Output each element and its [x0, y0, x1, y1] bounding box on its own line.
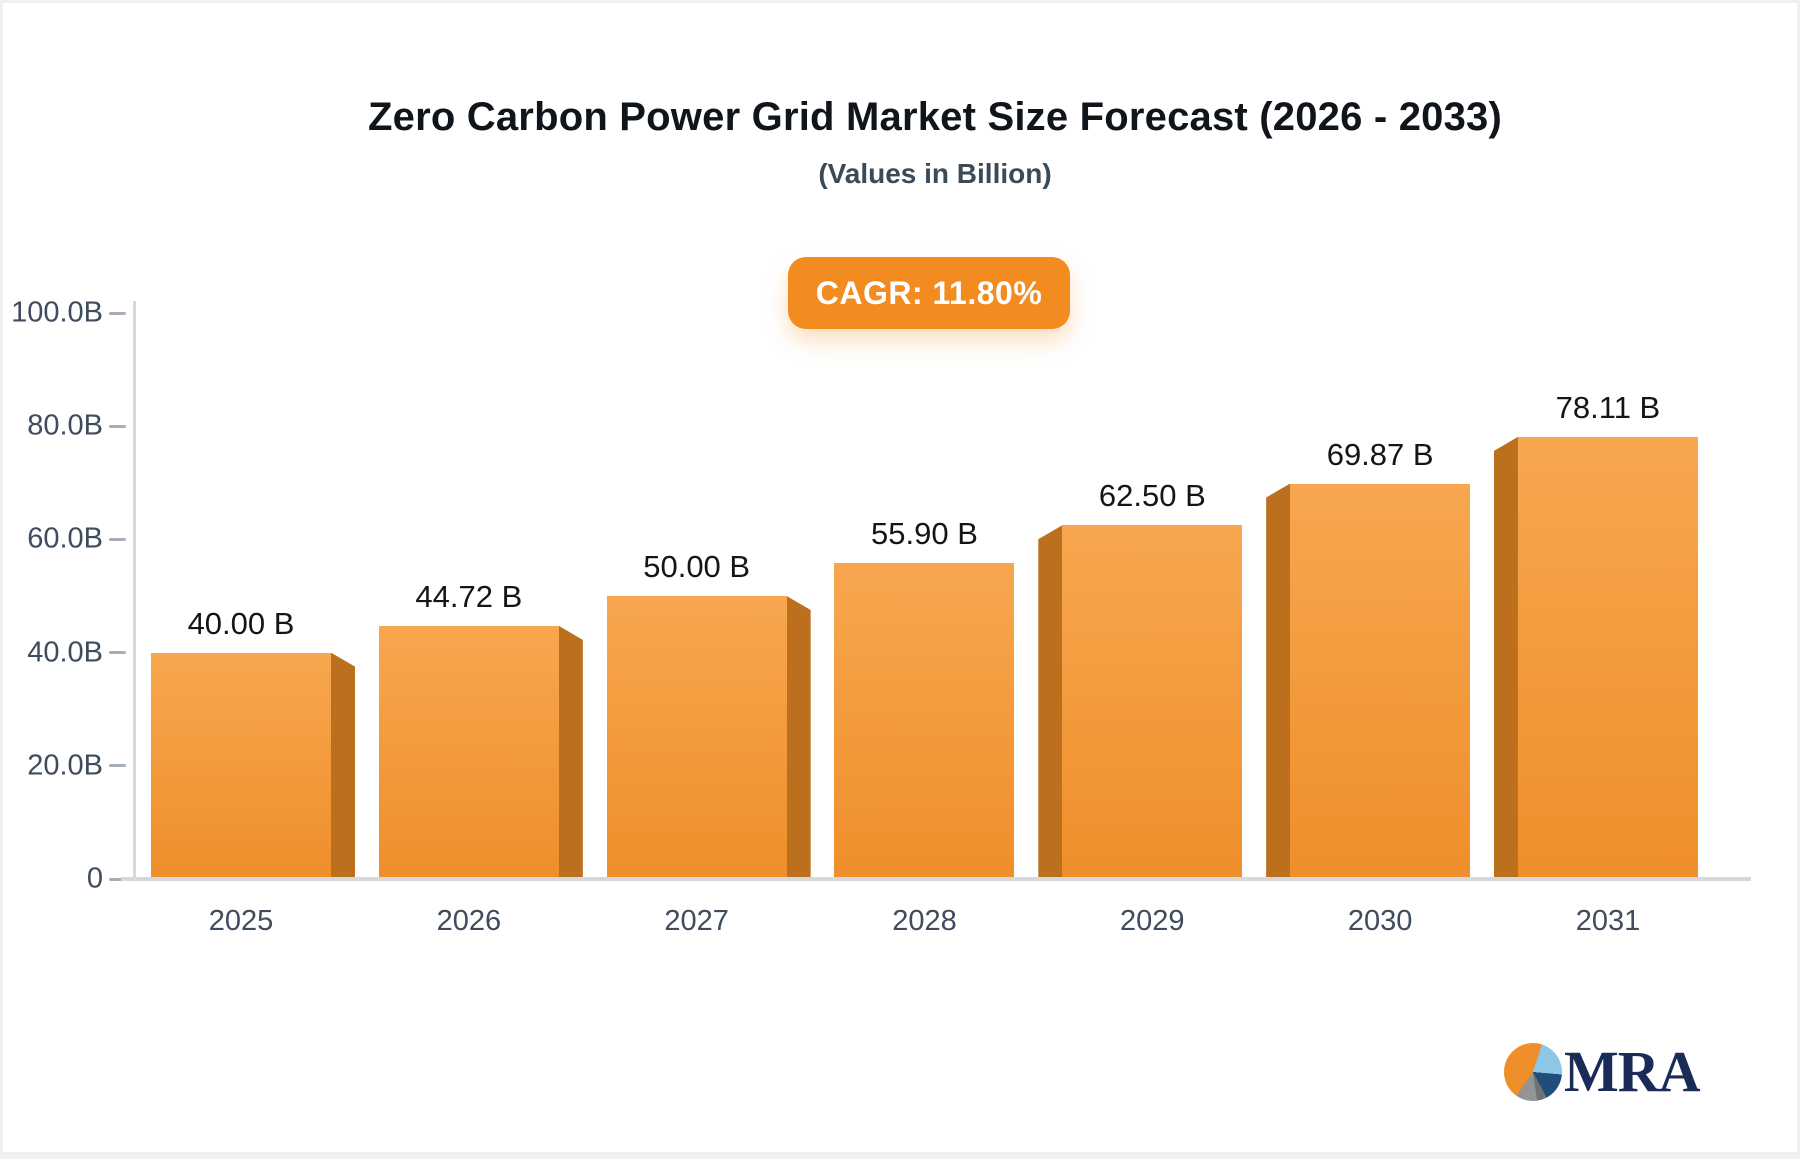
bar-side-face — [558, 625, 583, 877]
y-tick-mark — [109, 651, 126, 655]
bar-side-face — [786, 596, 811, 877]
logo-text: MRA — [1564, 1039, 1701, 1104]
bar-2030 — [1266, 483, 1471, 877]
y-axis-line — [133, 301, 136, 879]
x-tick-label-2026: 2026 — [436, 905, 502, 937]
pie-chart-icon — [1504, 1043, 1562, 1101]
bar-2025 — [151, 652, 355, 877]
bar-2026 — [378, 625, 583, 877]
y-tick-label-40.0B: 40.0B — [27, 636, 103, 669]
bar-value-label-2026: 44.72 B — [415, 578, 523, 614]
x-tick-label-2028: 2028 — [892, 905, 957, 937]
bar-value-label-2029: 62.50 B — [1098, 478, 1206, 514]
y-tick-label-20.0B: 20.0B — [27, 749, 103, 782]
y-tick-label-60.0B: 60.0B — [27, 522, 103, 555]
y-tick-mark — [109, 537, 126, 541]
bar-face — [1062, 525, 1243, 877]
chart-header: Zero Carbon Power Grid Market Size Forec… — [73, 95, 1797, 190]
bar-side-face — [1038, 525, 1063, 877]
bar-face — [834, 562, 1015, 877]
bar-chart: 0 20.0B 40.0B 60.0B 80.0B 100.0B 40.00 B 44.72… — [3, 3, 1800, 1159]
chart-title: Zero Carbon Power Grid Market Size Forec… — [367, 95, 1503, 139]
bar-face — [378, 625, 559, 877]
bar-side-face — [331, 652, 355, 877]
bar-face — [606, 596, 787, 877]
bar-value-label-2030: 69.87 B — [1326, 436, 1434, 472]
y-tick-label-0: 0 — [86, 862, 103, 895]
y-tick-mark — [109, 424, 126, 428]
x-tick-label-2025: 2025 — [208, 905, 274, 937]
bar-value-label-2031: 78.11 B — [1555, 389, 1661, 425]
y-tick-mark — [109, 311, 126, 315]
bar-2028 — [834, 562, 1015, 877]
mra-logo: MRA — [1504, 1039, 1701, 1105]
x-tick-label-2027: 2027 — [664, 905, 729, 937]
bar-face — [1517, 436, 1698, 877]
x-axis-line — [121, 877, 1751, 881]
x-tick-label-2030: 2030 — [1347, 905, 1413, 937]
bar-side-face — [1266, 483, 1291, 877]
bar-side-face — [1493, 436, 1518, 877]
bar-value-label-2025: 40.00 B — [187, 605, 295, 641]
bar-value-label-2028: 55.90 B — [871, 515, 978, 551]
bar-value-label-2027: 50.00 B — [643, 549, 751, 584]
y-tick-label-80.0B: 80.0B — [27, 409, 103, 442]
x-tick-label-2031: 2031 — [1575, 905, 1641, 937]
y-tick-label-100.0B: 100.0B — [11, 296, 103, 329]
bar-2027 — [606, 596, 811, 877]
x-tick-label-2029: 2029 — [1120, 905, 1185, 937]
bar-2029 — [1038, 525, 1243, 877]
chart-subtitle: (Values in Billion) — [818, 158, 1052, 189]
cagr-badge: CAGR: 11.80% — [788, 257, 1070, 329]
bar-face — [1290, 483, 1471, 877]
y-tick-mark — [109, 877, 126, 881]
bar-2031 — [1493, 436, 1698, 877]
chart-card: Zero Carbon Power Grid Market Size Forec… — [3, 3, 1797, 1152]
y-tick-mark — [109, 764, 126, 768]
bar-face — [151, 652, 331, 877]
